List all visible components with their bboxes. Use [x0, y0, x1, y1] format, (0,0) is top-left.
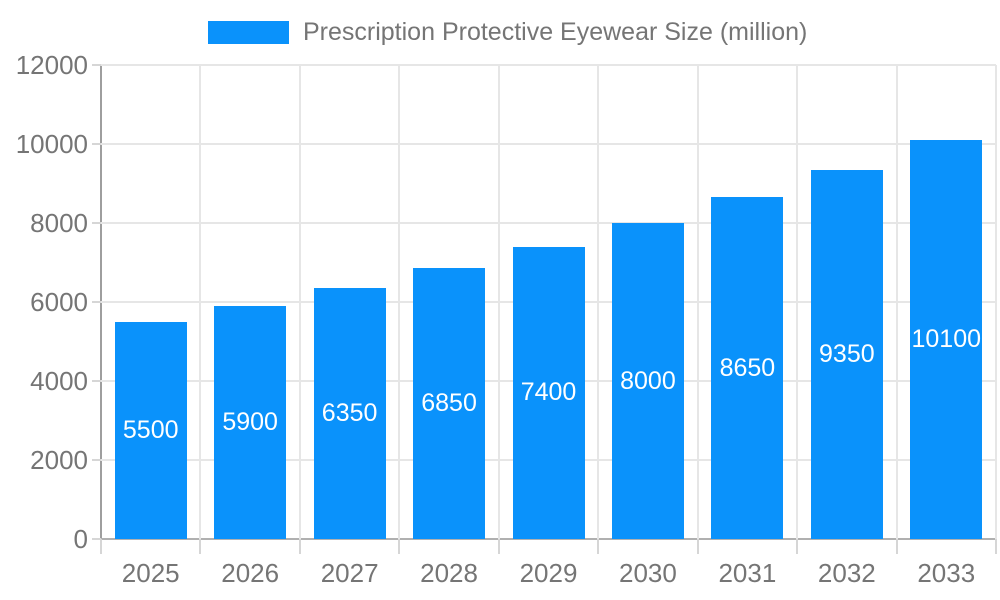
bar-value-label: 6350 [321, 399, 378, 428]
y-axis-tick-label: 0 [73, 524, 88, 554]
x-axis-tick [398, 539, 401, 554]
bar-2033[interactable]: 10100 [910, 140, 983, 539]
h-gridline [101, 143, 996, 145]
h-gridline [101, 222, 996, 224]
x-axis-tick [497, 539, 500, 554]
bar-2027[interactable]: 6350 [313, 288, 386, 539]
bar-2026[interactable]: 5900 [214, 305, 287, 539]
v-gridline [398, 65, 401, 539]
v-gridline [597, 65, 600, 539]
v-gridline [199, 65, 202, 539]
bar-value-label: 8650 [719, 353, 776, 382]
bar-2031[interactable]: 8650 [711, 197, 784, 539]
v-gridline [696, 65, 699, 539]
bar-value-label: 5500 [122, 415, 179, 444]
v-gridline [995, 65, 997, 539]
bar-2029[interactable]: 7400 [512, 246, 585, 539]
plot-area: 5500 5900 6350 6850 7400 8000 8650 9350 10100 [92, 64, 997, 554]
x-axis-tick-label: 2025 [121, 558, 180, 588]
x-axis-tick-label: 2026 [221, 558, 280, 588]
legend[interactable]: Prescription Protective Eyewear Size (mi… [208, 18, 807, 46]
y-axis-tick-label: 2000 [30, 445, 88, 475]
x-axis-tick [696, 539, 699, 554]
x-axis-tick [796, 539, 799, 554]
x-axis-tick [100, 539, 102, 554]
y-axis-tick-label: 4000 [30, 366, 88, 396]
bar-value-label: 5900 [222, 407, 278, 436]
x-axis-tick [597, 539, 600, 554]
y-axis-tick [92, 380, 101, 382]
bar-value-label: 8000 [620, 366, 676, 395]
x-axis-tick [298, 539, 301, 554]
x-axis-tick-label: 2028 [420, 558, 478, 588]
x-axis-tick-label: 2032 [817, 558, 876, 588]
v-gridline [497, 65, 500, 539]
y-axis-tick-label: 8000 [30, 208, 88, 238]
x-axis-tick-label: 2027 [320, 558, 379, 588]
y-axis-tick-label: 6000 [30, 287, 88, 317]
bar-2032[interactable]: 9350 [810, 169, 883, 539]
x-axis-line [100, 538, 997, 540]
x-axis-tick-label: 2033 [917, 558, 976, 588]
v-gridline [298, 65, 301, 539]
y-axis-tick [92, 538, 101, 540]
bar-value-label: 6850 [421, 389, 477, 418]
bar-2030[interactable]: 8000 [611, 223, 684, 539]
y-axis-tick [92, 459, 101, 461]
bar-2028[interactable]: 6850 [413, 268, 486, 539]
bar-value-label: 10100 [911, 325, 982, 354]
h-gridline [101, 64, 996, 66]
y-axis-tick-label: 12000 [15, 50, 88, 80]
v-gridline [895, 65, 898, 539]
x-axis-tick [895, 539, 898, 554]
bar-value-label: 9350 [819, 339, 875, 368]
x-axis-tick-label: 2030 [619, 558, 677, 588]
y-axis-tick-label: 10000 [15, 129, 88, 159]
x-axis-tick [995, 539, 997, 554]
x-axis-tick [199, 539, 202, 554]
y-axis-tick [92, 301, 101, 303]
bar-2025[interactable]: 5500 [114, 321, 187, 539]
legend-swatch-icon [208, 20, 289, 44]
bar-value-label: 7400 [520, 378, 577, 407]
y-axis-tick [92, 64, 101, 66]
v-gridline [796, 65, 799, 539]
y-axis-tick [92, 222, 101, 224]
x-axis-tick-label: 2031 [718, 558, 777, 588]
x-axis-tick-label: 2029 [519, 558, 578, 588]
legend-label: Prescription Protective Eyewear Size (mi… [303, 18, 808, 46]
y-axis-tick [92, 143, 101, 145]
